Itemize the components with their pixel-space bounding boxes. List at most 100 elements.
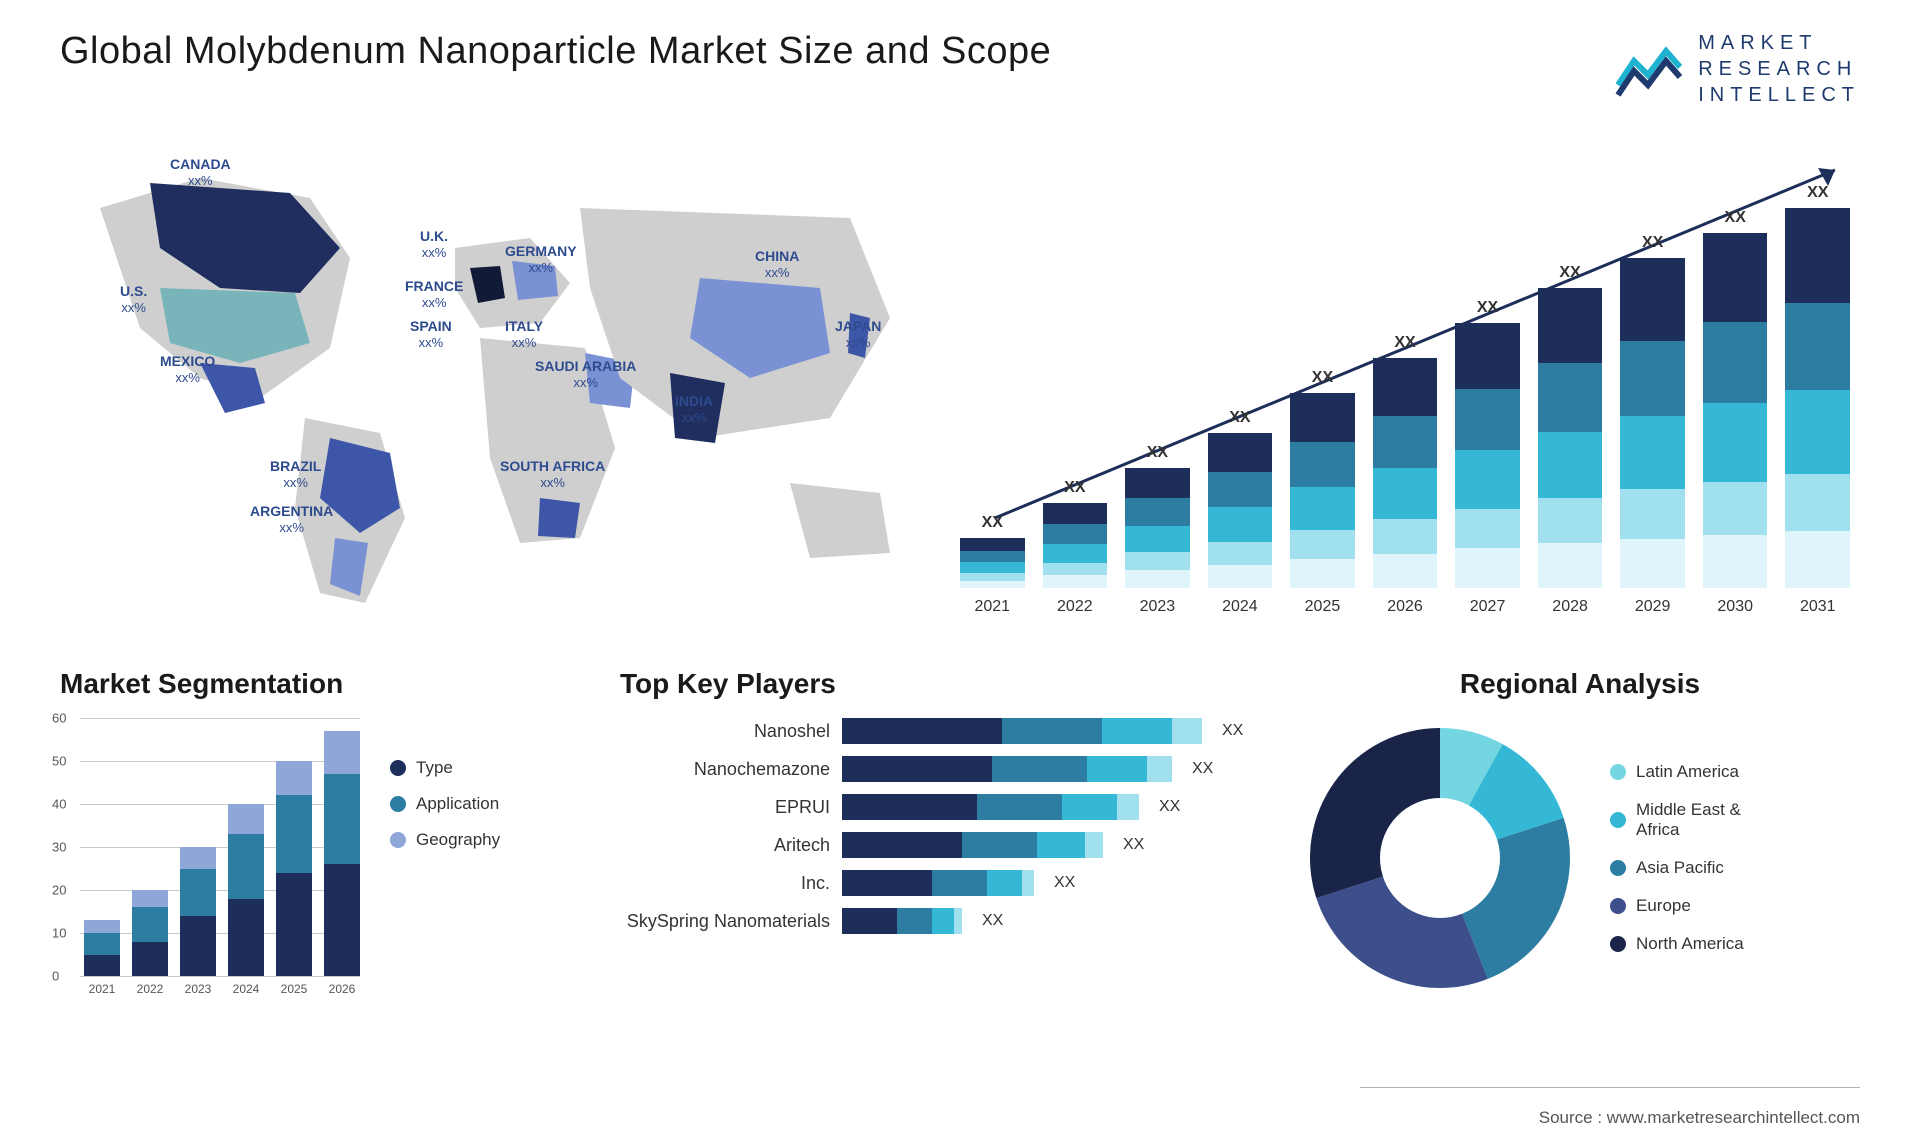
legend-label: Europe [1636,896,1691,916]
segmentation-bar-segment [228,834,264,899]
legend-label: Middle East & Africa [1636,800,1776,840]
growth-bar: XX2029 [1620,234,1685,588]
player-bar-segment [977,794,1062,820]
legend-label: Application [416,794,499,814]
growth-bar-segment [1208,433,1273,472]
logo-line1: MARKET [1698,30,1860,56]
growth-bar-segment [1290,442,1355,487]
growth-bar-segment [1208,542,1273,565]
map-label: CANADAxx% [170,156,231,188]
growth-bar-segment [1290,487,1355,530]
page-title: Global Molybdenum Nanoparticle Market Si… [60,30,1051,73]
growth-bar-segment [1703,482,1768,535]
player-value: XX [1159,798,1180,816]
growth-bar-segment [1373,554,1438,589]
footer-divider [1360,1087,1860,1088]
growth-bar-segment [1703,535,1768,588]
legend-item: Middle East & Africa [1610,800,1776,840]
player-bar [842,756,1172,782]
growth-bar-segment [1538,363,1603,432]
growth-bar-segment [1125,498,1190,526]
player-bar [842,870,1034,896]
growth-bar-segment [1043,524,1108,544]
player-value: XX [1222,722,1243,740]
segmentation-year-label: 2022 [132,982,168,996]
growth-year-label: 2023 [1125,598,1190,616]
segmentation-bar-segment [324,731,360,774]
player-bar-segment [842,756,992,782]
y-axis-tick: 30 [52,840,66,855]
growth-bar-segment [960,551,1025,563]
player-bar-segment [962,832,1037,858]
player-row: EPRUI XX [620,794,1260,820]
growth-bar-segment [1538,288,1603,363]
segmentation-bar-segment [84,933,120,955]
player-name: Inc. [620,873,830,894]
player-name: EPRUI [620,797,830,818]
player-bar [842,794,1139,820]
segmentation-bar: 2024 [228,804,264,976]
player-row: Inc. XX [620,870,1260,896]
player-value: XX [982,912,1003,930]
map-label: ITALYxx% [505,318,543,350]
source-text: Source : www.marketresearchintellect.com [1539,1108,1860,1128]
growth-bar-label: XX [1312,369,1333,387]
growth-bar-label: XX [1064,479,1085,497]
growth-year-label: 2028 [1538,598,1603,616]
growth-bar: XX2022 [1043,479,1108,588]
map-label: SPAINxx% [410,318,452,350]
legend-dot-icon [1610,898,1626,914]
map-label: JAPANxx% [835,318,881,350]
player-bar-segment [1037,832,1085,858]
regional-donut [1300,718,1580,998]
growth-bar: XX2025 [1290,369,1355,588]
player-bar-segment [1087,756,1147,782]
growth-bar-segment [1290,393,1355,442]
growth-bar-segment [1125,468,1190,498]
growth-year-label: 2021 [960,598,1025,616]
gridline [80,976,360,977]
y-axis-tick: 20 [52,883,66,898]
growth-bar-segment [1785,303,1850,390]
player-row: NanoshelXX [620,718,1260,744]
player-bar-segment [932,908,954,934]
legend-item: Asia Pacific [1610,858,1776,878]
growth-year-label: 2027 [1455,598,1520,616]
growth-bar: XX2030 [1703,209,1768,588]
growth-bar-segment [1125,570,1190,588]
player-name: Nanochemazone [620,759,830,780]
player-bar-segment [1085,832,1103,858]
growth-bar-segment [1125,526,1190,552]
growth-bar-label: XX [1807,184,1828,202]
player-bar-segment [1117,794,1139,820]
player-bar-segment [987,870,1022,896]
player-bar [842,908,962,934]
y-axis-tick: 0 [52,969,59,984]
growth-bar-segment [1373,416,1438,469]
player-bar-segment [992,756,1087,782]
map-label: GERMANYxx% [505,243,577,275]
y-axis-tick: 40 [52,797,66,812]
growth-bar-segment [1703,233,1768,322]
legend-item: North America [1610,934,1776,954]
player-bar-segment [1102,718,1172,744]
segmentation-bar-segment [324,864,360,976]
growth-bar-segment [1125,552,1190,570]
growth-bar-segment [1208,472,1273,508]
growth-bar: XX2026 [1373,334,1438,588]
growth-bar-label: XX [1725,209,1746,227]
segmentation-bar: 2026 [324,731,360,976]
player-bar-segment [842,908,897,934]
legend-label: Geography [416,830,500,850]
segmentation-year-label: 2024 [228,982,264,996]
growth-bar-segment [1785,208,1850,303]
legend-item: Geography [390,830,500,850]
segmentation-bar-segment [276,795,312,872]
segmentation-bar-segment [180,916,216,976]
segmentation-year-label: 2023 [180,982,216,996]
players-chart: NanoshelXXNanochemazoneXXEPRUIXXAritechX… [620,718,1260,934]
player-value: XX [1054,874,1075,892]
player-bar-segment [897,908,932,934]
segmentation-legend: TypeApplicationGeography [390,718,500,998]
growth-bar-segment [1620,539,1685,589]
